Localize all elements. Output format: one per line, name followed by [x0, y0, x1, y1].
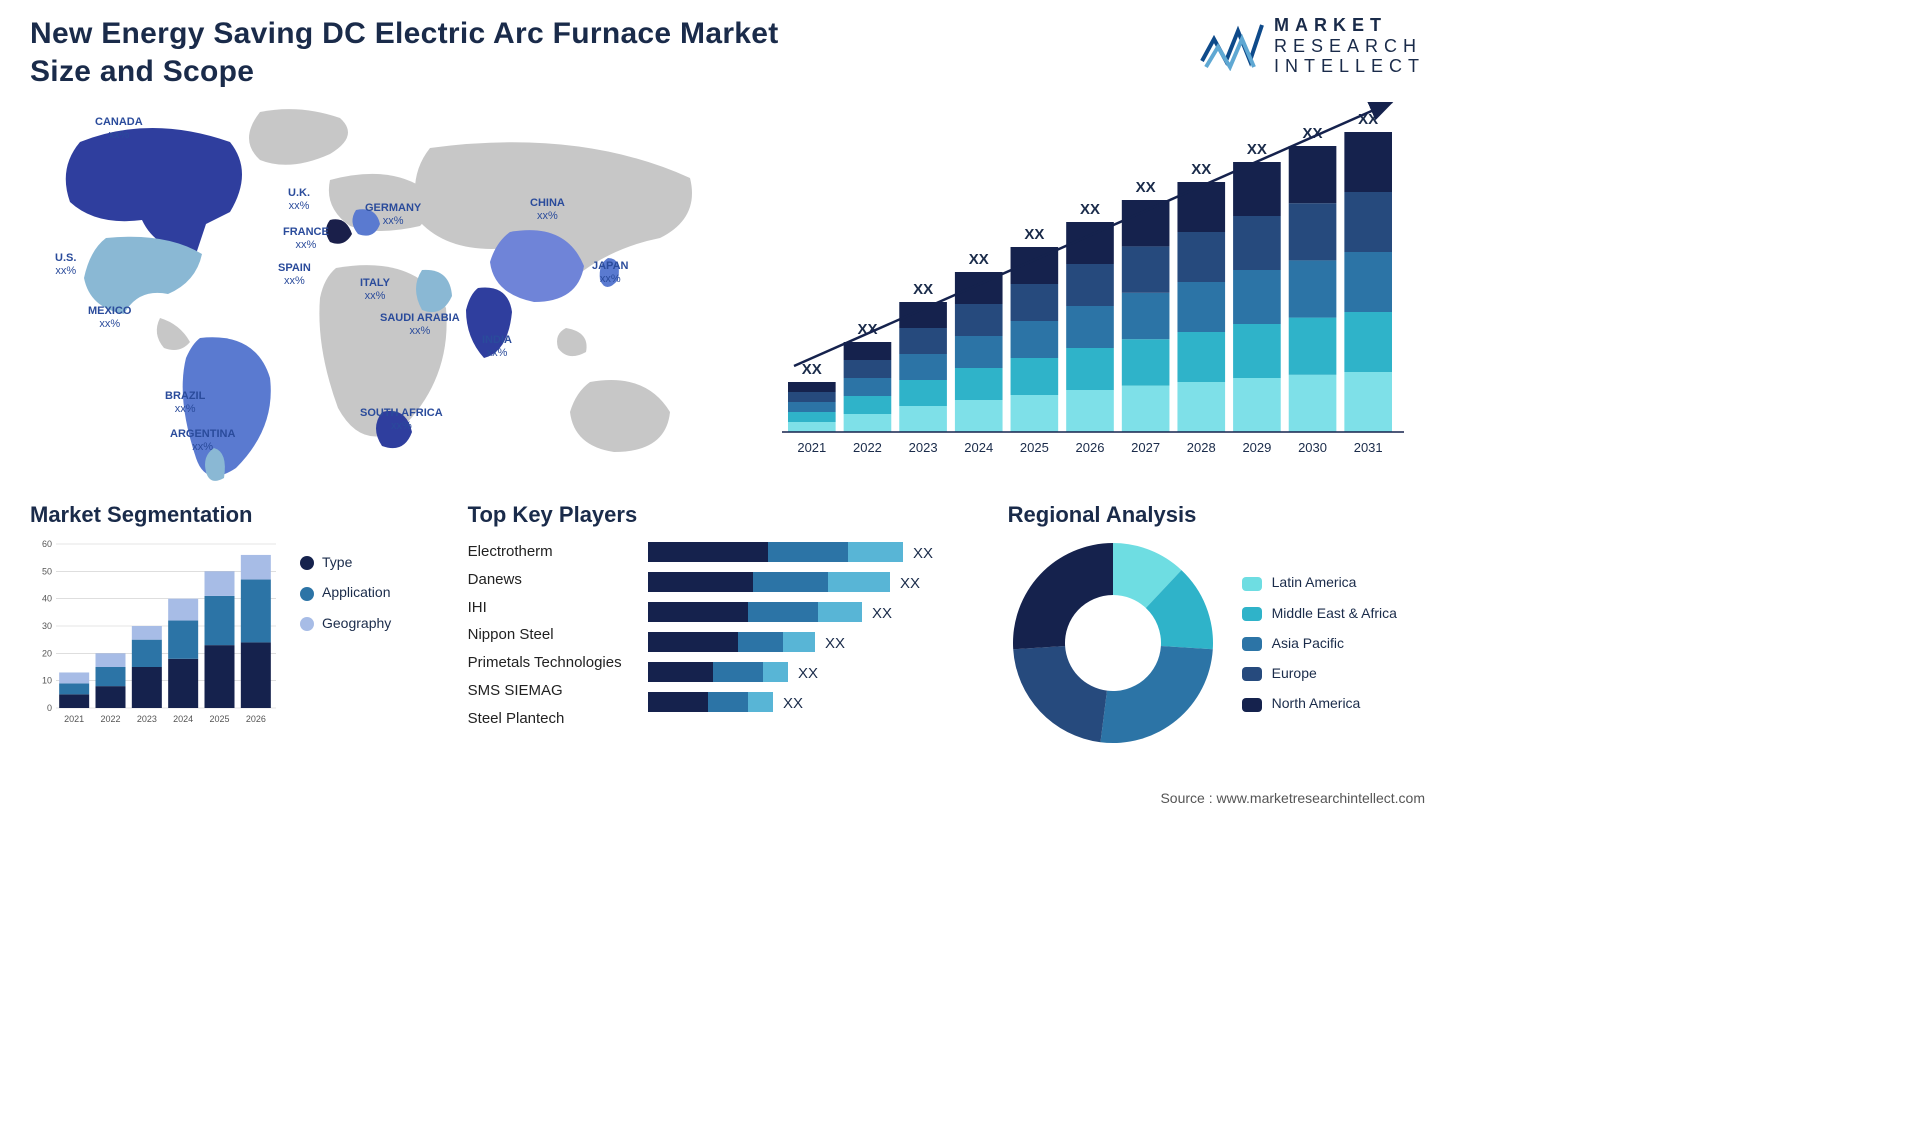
svg-text:2021: 2021	[64, 714, 84, 724]
source-footer: Source : www.marketresearchintellect.com	[1160, 790, 1425, 806]
regional-title: Regional Analysis	[1008, 502, 1425, 528]
map-label: ITALYxx%	[360, 277, 390, 302]
svg-text:2025: 2025	[1020, 440, 1049, 455]
svg-text:XX: XX	[1136, 179, 1156, 196]
svg-text:2023: 2023	[909, 440, 938, 455]
legend-item: Middle East & Africa	[1242, 605, 1397, 621]
svg-text:2030: 2030	[1298, 440, 1327, 455]
header: New Energy Saving DC Electric Arc Furnac…	[0, 0, 1455, 90]
map-label: SPAINxx%	[278, 262, 311, 287]
world-map: CANADAxx% U.S.xx% MEXICOxx% BRAZILxx% ARGENT…	[10, 102, 730, 492]
svg-text:2025: 2025	[209, 714, 229, 724]
player-name: Danews	[468, 566, 638, 594]
players-chart: XX XX XX XX XX XX	[648, 538, 978, 738]
map-label: CHINAxx%	[530, 197, 565, 222]
legend-item: Geography	[300, 615, 391, 631]
regional-donut	[1008, 538, 1218, 748]
svg-text:2031: 2031	[1354, 440, 1383, 455]
svg-text:XX: XX	[1191, 161, 1211, 178]
map-label: BRAZILxx%	[165, 390, 205, 415]
map-label: CANADAxx%	[95, 116, 143, 141]
segmentation-section: Market Segmentation 0 10 20 30 40 50 60 2021 202…	[30, 502, 438, 728]
map-label: MEXICOxx%	[88, 305, 131, 330]
svg-text:2022: 2022	[100, 714, 120, 724]
players-list: ElectrothermDanewsIHINippon SteelPrimeta…	[468, 538, 638, 738]
brand-logo: MARKET RESEARCH INTELLECT	[1200, 15, 1425, 77]
svg-text:0: 0	[47, 703, 52, 713]
map-label: ARGENTINAxx%	[170, 428, 235, 453]
segmentation-legend: Type Application Geography	[300, 538, 391, 631]
svg-text:XX: XX	[900, 575, 920, 592]
svg-text:XX: XX	[1024, 226, 1044, 243]
map-label: SAUDI ARABIAxx%	[380, 312, 460, 337]
svg-text:XX: XX	[802, 361, 822, 378]
player-name: Electrotherm	[468, 538, 638, 566]
player-name: Primetals Technologies	[468, 649, 638, 677]
svg-text:XX: XX	[1080, 201, 1100, 218]
player-name: IHI	[468, 594, 638, 622]
svg-text:2024: 2024	[964, 440, 993, 455]
svg-text:XX: XX	[969, 251, 989, 268]
svg-text:2026: 2026	[246, 714, 266, 724]
svg-text:60: 60	[42, 539, 52, 549]
regional-section: Regional Analysis Latin America Middle Ea…	[1008, 502, 1425, 748]
map-label: INDIAxx%	[482, 334, 512, 359]
svg-text:XX: XX	[913, 281, 933, 298]
map-label: FRANCExx%	[283, 226, 329, 251]
legend-item: Type	[300, 554, 391, 570]
logo-text: MARKET RESEARCH INTELLECT	[1274, 15, 1425, 77]
players-title: Top Key Players	[468, 502, 978, 528]
top-row: CANADAxx% U.S.xx% MEXICOxx% BRAZILxx% ARGENT…	[0, 90, 1455, 492]
svg-text:10: 10	[42, 676, 52, 686]
svg-text:50: 50	[42, 566, 52, 576]
svg-text:XX: XX	[872, 605, 892, 622]
svg-text:2021: 2021	[797, 440, 826, 455]
svg-text:2027: 2027	[1131, 440, 1160, 455]
logo-mark-icon	[1200, 21, 1264, 71]
legend-item: Europe	[1242, 665, 1397, 681]
svg-text:2024: 2024	[173, 714, 193, 724]
svg-text:30: 30	[42, 621, 52, 631]
svg-text:XX: XX	[783, 695, 803, 712]
svg-text:XX: XX	[913, 545, 933, 562]
svg-text:XX: XX	[798, 665, 818, 682]
map-label: GERMANYxx%	[365, 202, 421, 227]
svg-text:2029: 2029	[1242, 440, 1271, 455]
players-section: Top Key Players ElectrothermDanewsIHINip…	[468, 502, 978, 738]
svg-text:2028: 2028	[1187, 440, 1216, 455]
legend-item: Latin America	[1242, 574, 1397, 590]
legend-item: Asia Pacific	[1242, 635, 1397, 651]
svg-text:2022: 2022	[853, 440, 882, 455]
svg-text:2023: 2023	[137, 714, 157, 724]
svg-text:2026: 2026	[1076, 440, 1105, 455]
page-title: New Energy Saving DC Electric Arc Furnac…	[30, 15, 790, 90]
bottom-row: Market Segmentation 0 10 20 30 40 50 60 2021 202…	[0, 492, 1455, 748]
legend-item: Application	[300, 584, 391, 600]
player-name: Steel Plantech	[468, 705, 638, 733]
svg-text:XX: XX	[1247, 141, 1267, 158]
player-name: SMS SIEMAG	[468, 677, 638, 705]
svg-text:40: 40	[42, 594, 52, 604]
svg-text:20: 20	[42, 648, 52, 658]
segmentation-chart: 0 10 20 30 40 50 60 2021 2022 2023 2024 2025 2026	[30, 538, 280, 728]
map-label: U.K.xx%	[288, 187, 310, 212]
map-label: JAPANxx%	[592, 260, 628, 285]
regional-legend: Latin America Middle East & Africa Asia Pa…	[1242, 574, 1397, 711]
map-label: SOUTH AFRICAxx%	[360, 407, 443, 432]
legend-item: North America	[1242, 695, 1397, 711]
svg-text:XX: XX	[825, 635, 845, 652]
player-name: Nippon Steel	[468, 621, 638, 649]
map-label: U.S.xx%	[55, 252, 76, 277]
segmentation-title: Market Segmentation	[30, 502, 438, 528]
growth-trend-chart: XX 2021 XX 2022 XX 2023 XX 2024 XX 2025 XX 2026 XX 20…	[770, 102, 1410, 472]
